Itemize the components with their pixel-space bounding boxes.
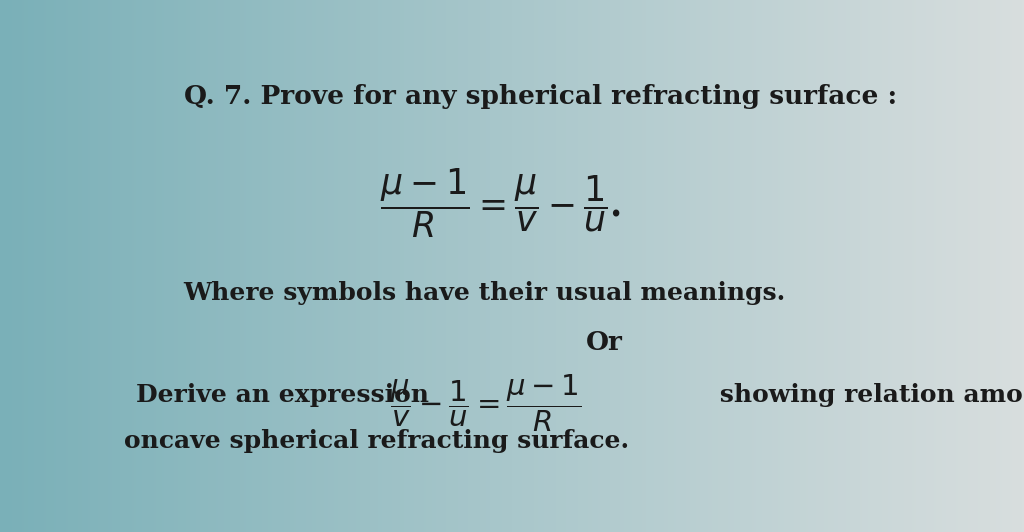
Text: Where symbols have their usual meanings.: Where symbols have their usual meanings. xyxy=(183,281,785,305)
Text: Or: Or xyxy=(586,330,623,355)
Text: showing relation amo: showing relation amo xyxy=(712,384,1023,408)
Text: $\dfrac{\mu - 1}{R} = \dfrac{\mu}{v} - \dfrac{1}{u}$.: $\dfrac{\mu - 1}{R} = \dfrac{\mu}{v} - \… xyxy=(380,166,622,240)
Text: Derive an expression: Derive an expression xyxy=(136,384,437,408)
Text: oncave spherical refracting surface.: oncave spherical refracting surface. xyxy=(124,429,629,453)
Text: Q. 7. Prove for any spherical refracting surface :: Q. 7. Prove for any spherical refracting… xyxy=(183,85,897,109)
Text: $\dfrac{\mu}{v} - \dfrac{1}{u} = \dfrac{\mu - 1}{R}$: $\dfrac{\mu}{v} - \dfrac{1}{u} = \dfrac{… xyxy=(390,373,581,434)
